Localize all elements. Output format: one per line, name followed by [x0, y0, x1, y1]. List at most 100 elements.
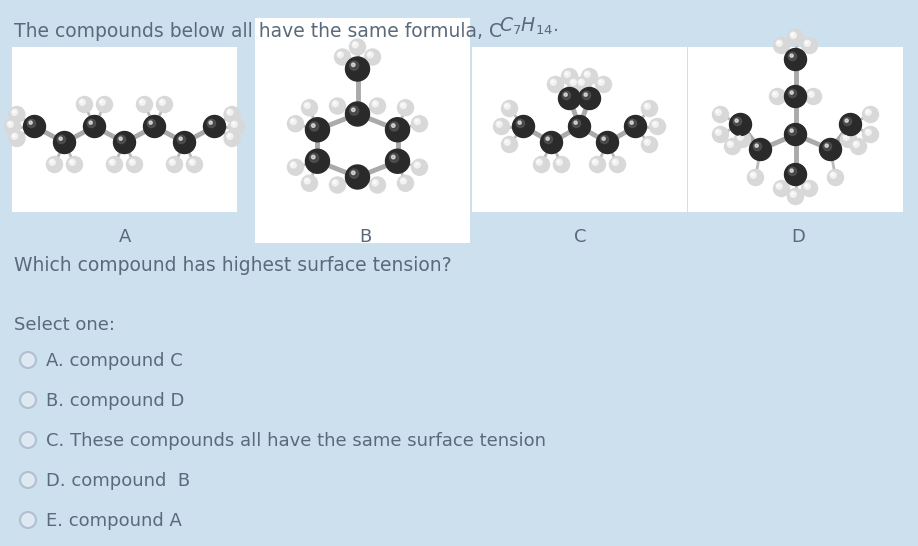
Circle shape — [808, 91, 814, 97]
Circle shape — [330, 177, 345, 193]
Circle shape — [292, 120, 294, 122]
Circle shape — [506, 140, 508, 143]
Text: $C_7H_{14}$.: $C_7H_{14}$. — [499, 16, 558, 37]
Circle shape — [287, 116, 304, 132]
Circle shape — [774, 92, 776, 95]
Circle shape — [747, 169, 764, 186]
Circle shape — [550, 79, 556, 85]
Circle shape — [754, 143, 762, 151]
Circle shape — [735, 119, 738, 122]
Circle shape — [374, 102, 375, 104]
Circle shape — [790, 91, 793, 94]
Circle shape — [612, 159, 619, 165]
Circle shape — [805, 41, 808, 44]
Circle shape — [788, 29, 803, 45]
Circle shape — [556, 159, 563, 165]
Circle shape — [228, 110, 230, 113]
Circle shape — [565, 73, 568, 75]
Circle shape — [832, 174, 834, 176]
Circle shape — [844, 134, 849, 140]
Circle shape — [118, 135, 126, 144]
Circle shape — [100, 100, 103, 103]
Circle shape — [306, 149, 330, 173]
Circle shape — [552, 80, 554, 83]
Circle shape — [304, 178, 310, 184]
Circle shape — [411, 159, 428, 175]
Circle shape — [301, 100, 318, 116]
Circle shape — [12, 133, 17, 139]
Circle shape — [567, 76, 584, 92]
Circle shape — [397, 100, 413, 116]
Circle shape — [544, 135, 553, 144]
Circle shape — [229, 118, 244, 134]
Circle shape — [306, 104, 308, 106]
Circle shape — [790, 191, 796, 197]
Circle shape — [353, 43, 356, 45]
Circle shape — [391, 124, 395, 127]
Circle shape — [512, 116, 534, 138]
Circle shape — [350, 169, 359, 178]
Circle shape — [59, 137, 62, 140]
Circle shape — [79, 99, 85, 105]
Circle shape — [20, 432, 36, 448]
Circle shape — [827, 169, 844, 186]
Circle shape — [143, 116, 165, 138]
Circle shape — [730, 114, 752, 135]
Circle shape — [89, 121, 93, 124]
Circle shape — [644, 103, 650, 109]
Circle shape — [20, 512, 36, 528]
Circle shape — [186, 157, 203, 173]
Circle shape — [159, 99, 165, 105]
Circle shape — [386, 149, 409, 173]
Circle shape — [562, 91, 571, 99]
Circle shape — [830, 172, 836, 179]
Circle shape — [841, 132, 856, 147]
Circle shape — [140, 100, 143, 103]
Circle shape — [69, 159, 75, 165]
Circle shape — [538, 161, 540, 163]
Circle shape — [586, 73, 588, 75]
Circle shape — [866, 109, 871, 115]
Circle shape — [350, 61, 359, 70]
Circle shape — [7, 121, 13, 127]
Circle shape — [292, 163, 294, 165]
Circle shape — [805, 185, 808, 187]
Circle shape — [778, 41, 780, 44]
Circle shape — [53, 132, 75, 153]
Circle shape — [130, 161, 133, 163]
Circle shape — [547, 76, 564, 92]
Circle shape — [47, 157, 62, 173]
Circle shape — [311, 124, 315, 127]
Circle shape — [752, 174, 754, 176]
Circle shape — [630, 121, 633, 124]
Circle shape — [820, 139, 842, 161]
Circle shape — [114, 132, 136, 153]
Circle shape — [645, 104, 648, 107]
Circle shape — [650, 118, 666, 134]
Circle shape — [839, 114, 861, 135]
Circle shape — [309, 153, 319, 163]
Circle shape — [28, 119, 36, 128]
Circle shape — [823, 143, 832, 151]
Circle shape — [541, 132, 563, 153]
Circle shape — [391, 155, 395, 159]
Text: D. compound  B: D. compound B — [46, 472, 190, 490]
Circle shape — [290, 162, 297, 168]
Circle shape — [572, 80, 574, 83]
Circle shape — [228, 134, 230, 137]
Circle shape — [613, 161, 616, 163]
Circle shape — [774, 181, 789, 197]
Circle shape — [76, 97, 93, 112]
Circle shape — [644, 139, 650, 145]
Circle shape — [790, 54, 793, 57]
Circle shape — [845, 119, 848, 122]
Circle shape — [231, 121, 237, 127]
Circle shape — [149, 121, 152, 124]
Circle shape — [504, 139, 510, 145]
Text: B: B — [359, 228, 371, 246]
Circle shape — [334, 49, 351, 65]
Circle shape — [397, 175, 413, 191]
Text: C. These compounds all have the same surface tension: C. These compounds all have the same sur… — [46, 432, 546, 450]
Circle shape — [772, 91, 778, 97]
Circle shape — [624, 116, 646, 138]
